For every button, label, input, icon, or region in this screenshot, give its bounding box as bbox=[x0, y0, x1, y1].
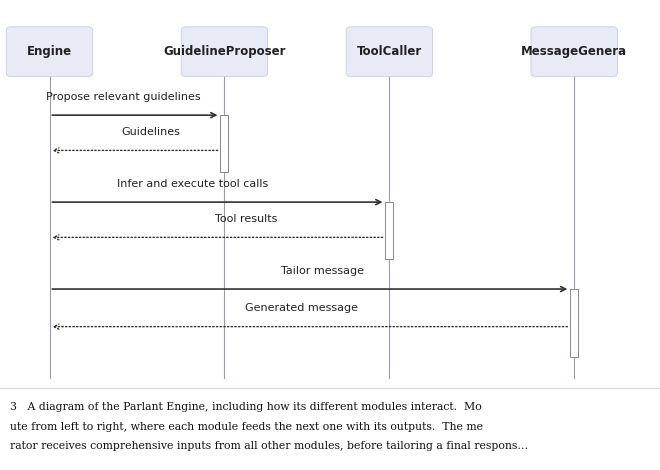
Text: Tool results: Tool results bbox=[215, 214, 278, 224]
Text: Generated message: Generated message bbox=[245, 304, 358, 313]
FancyBboxPatch shape bbox=[181, 27, 268, 77]
Text: Engine: Engine bbox=[27, 45, 72, 58]
Text: Propose relevant guidelines: Propose relevant guidelines bbox=[46, 92, 200, 102]
Text: Infer and execute tool calls: Infer and execute tool calls bbox=[117, 179, 268, 189]
Text: Tailor message: Tailor message bbox=[281, 266, 364, 276]
Text: Guidelines: Guidelines bbox=[121, 127, 180, 137]
Bar bbox=[220, 115, 228, 172]
FancyBboxPatch shape bbox=[6, 27, 92, 77]
FancyBboxPatch shape bbox=[531, 27, 617, 77]
Text: ute from left to right, where each module feeds the next one with its outputs.  : ute from left to right, where each modul… bbox=[10, 422, 483, 431]
Text: rator receives comprehensive inputs from all other modules, before tailoring a f: rator receives comprehensive inputs from… bbox=[10, 441, 528, 451]
FancyBboxPatch shape bbox=[346, 27, 433, 77]
Text: MessageGenera: MessageGenera bbox=[521, 45, 627, 58]
Text: ToolCaller: ToolCaller bbox=[357, 45, 422, 58]
Bar bbox=[570, 289, 578, 357]
Bar bbox=[385, 202, 393, 258]
Text: 3   A diagram of the Parlant Engine, including how its different modules interac: 3 A diagram of the Parlant Engine, inclu… bbox=[10, 402, 482, 412]
Text: GuidelineProposer: GuidelineProposer bbox=[163, 45, 286, 58]
